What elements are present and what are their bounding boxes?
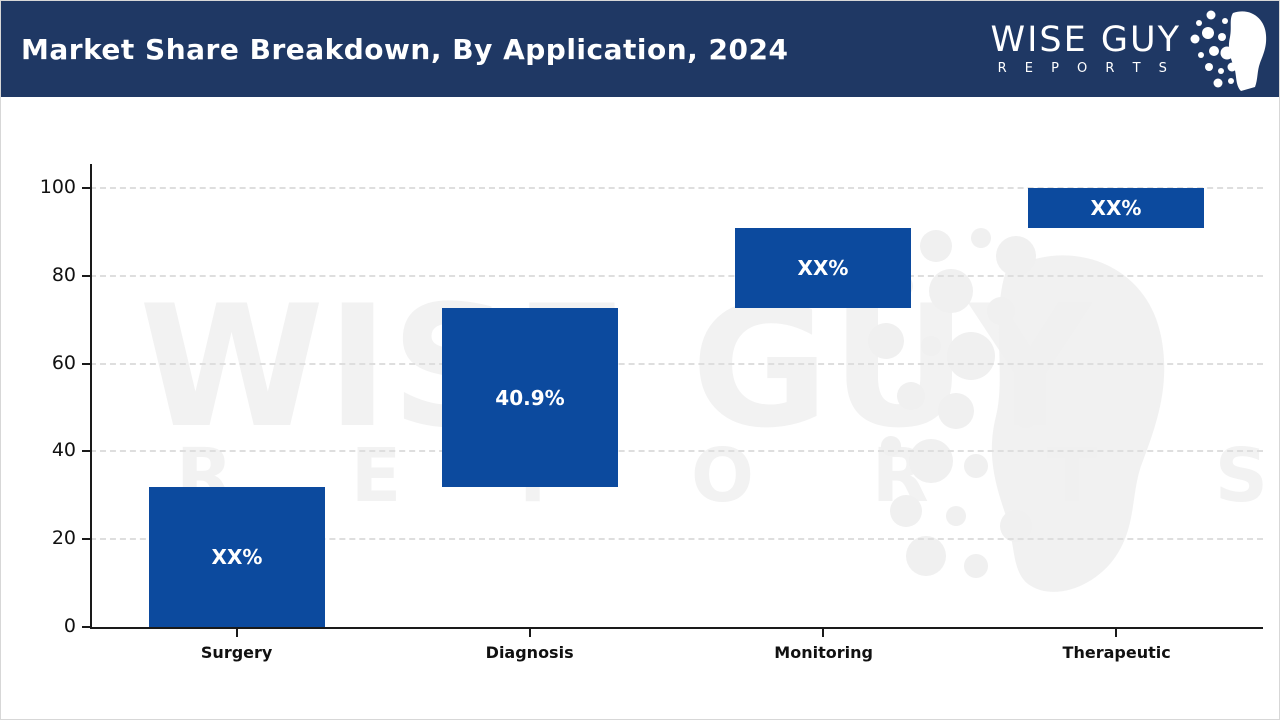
gridline-60 [90, 362, 1263, 365]
xtick-diagnosis [528, 629, 531, 637]
ytick-label-0: 0 [63, 615, 76, 637]
bar-monitoring: XX% [735, 228, 911, 308]
ytick-label-40: 40 [51, 439, 76, 462]
header-bar: Market Share Breakdown, By Application, … [1, 1, 1279, 97]
bar-label-monitoring: XX% [797, 255, 849, 280]
x-axis-spine [90, 627, 1263, 629]
ytick-100 [82, 187, 90, 190]
category-label-monitoring: Monitoring [774, 643, 873, 662]
ytick-20 [82, 538, 90, 541]
bar-therapeutic: XX% [1028, 188, 1204, 229]
ytick-60 [82, 362, 90, 365]
xtick-monitoring [822, 629, 825, 637]
category-label-diagnosis: Diagnosis [485, 643, 574, 662]
category-label-therapeutic: Therapeutic [1062, 643, 1171, 662]
gridline-80 [90, 274, 1263, 277]
xtick-surgery [235, 629, 238, 637]
gridline-20 [90, 538, 1263, 541]
bar-label-surgery: XX% [211, 545, 263, 570]
ytick-40 [82, 450, 90, 453]
y-axis-spine [90, 164, 92, 627]
brand-logo-text: WISE GUY R E P O R T S [990, 19, 1181, 76]
brand-logo: WISE GUY R E P O R T S [990, 5, 1279, 93]
bar-diagnosis: 40.9% [442, 307, 618, 488]
bar-label-therapeutic: XX% [1090, 196, 1142, 221]
chart-title: Market Share Breakdown, By Application, … [21, 32, 789, 66]
gridline-100 [90, 187, 1263, 190]
gridline-40 [90, 450, 1263, 453]
bar-label-diagnosis: 40.9% [495, 385, 565, 410]
ytick-label-100: 100 [39, 176, 76, 199]
ytick-label-80: 80 [51, 263, 76, 286]
bar-surgery: XX% [149, 487, 325, 627]
ytick-label-60: 60 [51, 351, 76, 374]
ytick-0 [82, 626, 90, 628]
ytick-80 [82, 274, 90, 277]
brand-subname: R E P O R T S [997, 60, 1174, 76]
ytick-label-20: 20 [51, 527, 76, 550]
brand-name: WISE GUY [990, 19, 1181, 60]
xtick-therapeutic [1115, 629, 1118, 637]
brand-head-icon [1190, 10, 1267, 92]
category-label-surgery: Surgery [200, 643, 273, 662]
